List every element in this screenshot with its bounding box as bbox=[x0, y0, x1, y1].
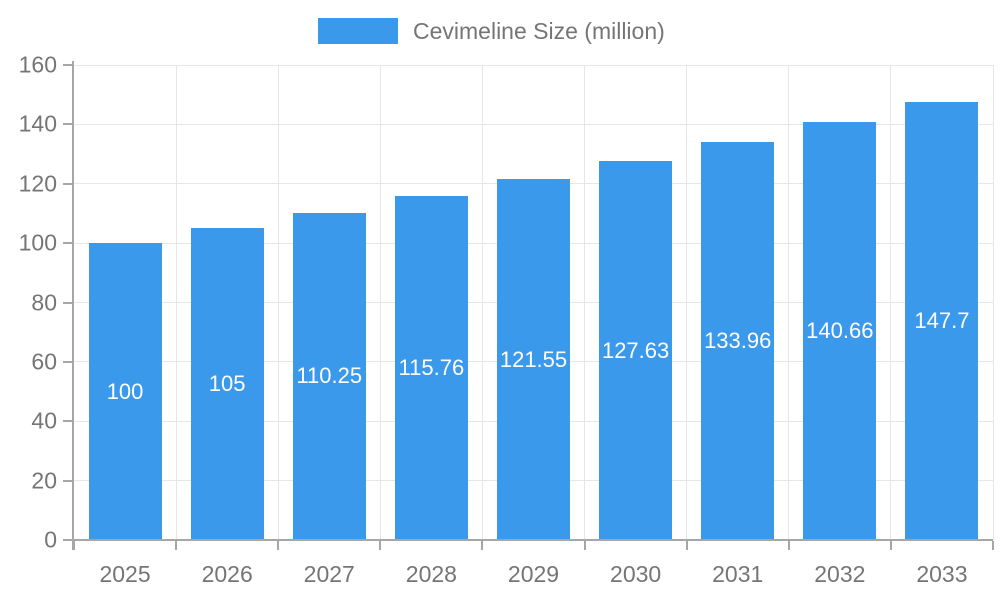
x-gridline bbox=[175, 65, 177, 540]
y-axis-label: 80 bbox=[31, 289, 57, 315]
x-axis-line bbox=[72, 539, 993, 541]
x-axis-tick bbox=[73, 541, 75, 550]
y-axis-tick bbox=[63, 539, 72, 541]
y-axis-tick bbox=[63, 420, 72, 423]
x-axis-label: 2031 bbox=[712, 561, 764, 587]
x-axis-tick bbox=[889, 541, 892, 550]
y-axis-line bbox=[72, 61, 74, 550]
x-axis-label: 2026 bbox=[201, 561, 253, 587]
x-axis-label: 2030 bbox=[610, 561, 662, 587]
y-axis-label: 60 bbox=[31, 348, 57, 375]
x-axis-label: 2028 bbox=[405, 561, 457, 587]
y-axis-label: 20 bbox=[31, 467, 57, 494]
bar-2031[interactable] bbox=[701, 142, 775, 540]
y-axis-tick bbox=[63, 182, 72, 185]
y-gridline bbox=[74, 123, 993, 125]
x-axis-tick bbox=[787, 541, 790, 550]
y-axis-label: 120 bbox=[18, 170, 57, 197]
y-axis-tick bbox=[63, 123, 72, 126]
legend-item[interactable]: Cevimeline Size (million) bbox=[318, 18, 665, 44]
x-axis-label: 2027 bbox=[303, 561, 355, 587]
x-axis-label: 2033 bbox=[916, 561, 968, 587]
x-axis-label: 2032 bbox=[814, 561, 866, 587]
x-axis-tick bbox=[277, 541, 280, 550]
x-axis-tick bbox=[583, 541, 586, 550]
y-axis-tick bbox=[63, 360, 72, 363]
bar-2027[interactable] bbox=[292, 212, 366, 540]
y-axis-tick bbox=[63, 242, 72, 245]
legend-swatch bbox=[318, 18, 398, 44]
bar-2029[interactable] bbox=[497, 179, 570, 540]
x-axis-label: 2025 bbox=[99, 561, 151, 587]
x-gridline bbox=[379, 65, 381, 540]
bar-2026[interactable] bbox=[190, 228, 264, 540]
bar-2033[interactable] bbox=[905, 101, 979, 540]
x-axis-tick bbox=[481, 541, 484, 550]
bar-2025[interactable] bbox=[88, 243, 162, 540]
x-gridline bbox=[584, 65, 586, 540]
bar-2032[interactable] bbox=[803, 122, 877, 540]
x-axis-tick bbox=[992, 541, 994, 550]
y-axis-tick bbox=[63, 64, 72, 66]
x-gridline bbox=[890, 65, 892, 540]
y-axis-label: 140 bbox=[18, 110, 57, 137]
x-gridline bbox=[788, 65, 790, 540]
y-axis-label: 0 bbox=[44, 526, 57, 553]
y-axis-label: 40 bbox=[31, 407, 57, 434]
y-axis-label: 160 bbox=[18, 51, 57, 78]
x-gridline bbox=[481, 65, 483, 540]
plot-area: 0 20 40 60 80 100 120 140 160 100 2025 105 2026 110.2… bbox=[19, 52, 994, 587]
y-axis-label: 100 bbox=[18, 229, 57, 256]
x-gridline bbox=[992, 65, 994, 540]
bar-2030[interactable] bbox=[599, 161, 673, 540]
x-axis-tick bbox=[379, 541, 382, 550]
y-gridline bbox=[74, 64, 993, 66]
y-axis-tick bbox=[63, 301, 72, 304]
bar-2028[interactable] bbox=[394, 196, 468, 540]
x-axis-tick bbox=[685, 541, 688, 550]
x-gridline bbox=[277, 65, 279, 540]
x-axis-label: 2029 bbox=[507, 561, 560, 587]
y-axis-tick bbox=[63, 479, 72, 482]
x-axis-tick bbox=[175, 541, 178, 550]
legend-label: Cevimeline Size (million) bbox=[413, 18, 665, 44]
x-gridline bbox=[686, 65, 688, 540]
